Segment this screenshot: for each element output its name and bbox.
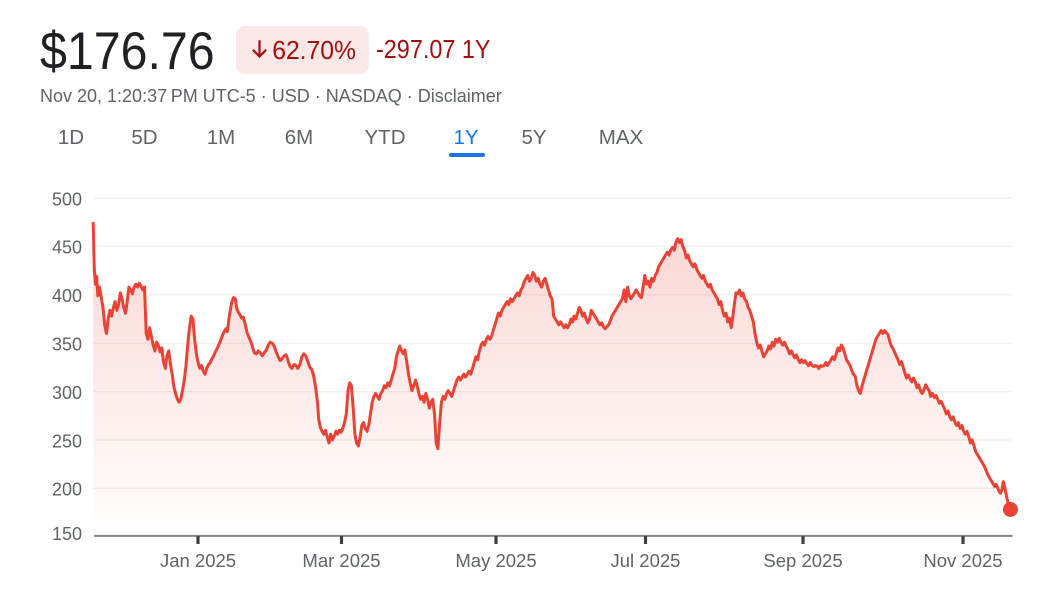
svg-text:Mar 2025: Mar 2025 — [302, 550, 380, 571]
svg-text:May 2025: May 2025 — [455, 550, 536, 571]
svg-text:Nov 2025: Nov 2025 — [923, 550, 1002, 571]
svg-text:250: 250 — [52, 431, 82, 451]
svg-text:Jul 2025: Jul 2025 — [611, 550, 681, 571]
svg-text:300: 300 — [52, 383, 82, 403]
svg-text:Sep 2025: Sep 2025 — [763, 550, 842, 571]
svg-text:350: 350 — [52, 335, 82, 355]
svg-text:450: 450 — [52, 238, 82, 258]
svg-text:200: 200 — [52, 480, 82, 500]
svg-text:Jan 2025: Jan 2025 — [160, 550, 236, 571]
svg-text:150: 150 — [52, 524, 82, 544]
svg-text:500: 500 — [52, 189, 82, 209]
svg-text:400: 400 — [52, 286, 82, 306]
